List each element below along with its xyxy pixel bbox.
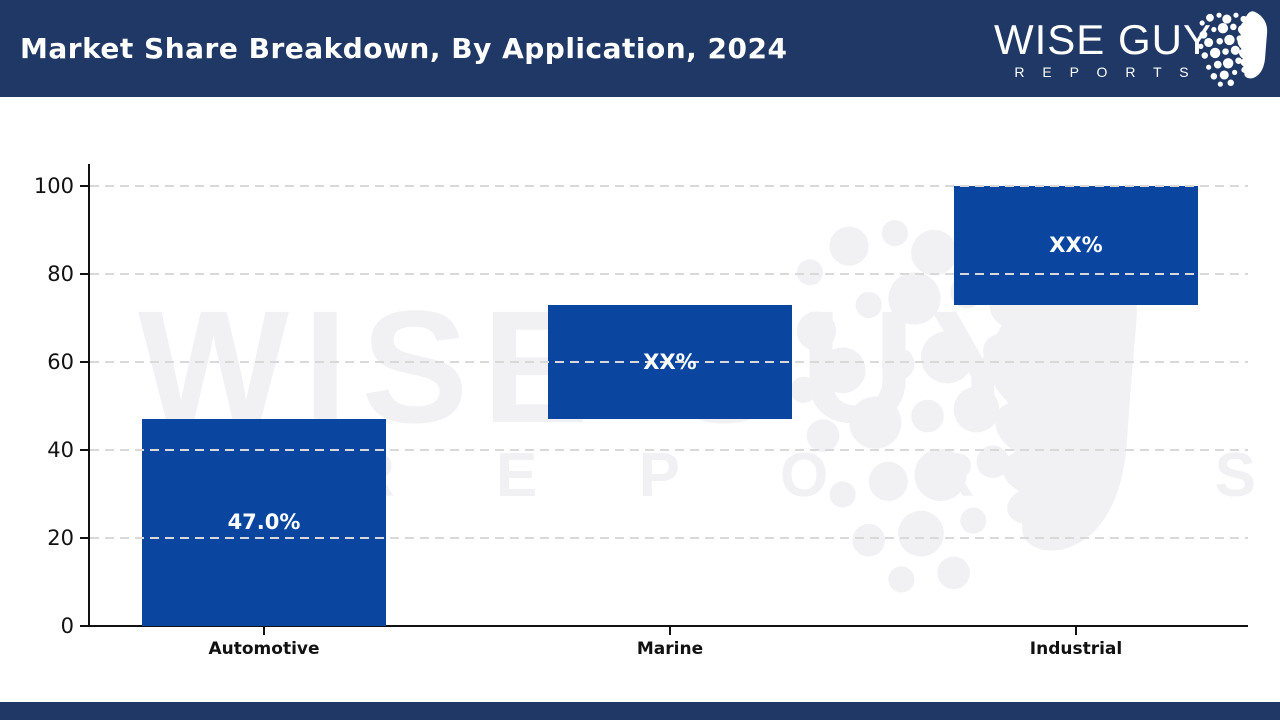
logo-wordmark: WISE GUY (993, 15, 1212, 63)
x-axis-tick (1075, 627, 1077, 635)
y-axis-tick-label: 20 (47, 526, 74, 550)
x-axis-tick (263, 627, 265, 635)
y-axis-tick-label: 80 (47, 262, 74, 286)
y-axis-tick-label: 60 (47, 350, 74, 374)
y-axis-tick-label: 100 (33, 174, 74, 198)
chart-title: Market Share Breakdown, By Application, … (20, 32, 788, 65)
header-bar: Market Share Breakdown, By Application, … (0, 0, 1280, 97)
bar-automotive (142, 419, 386, 626)
bar-label-industrial: XX% (1049, 233, 1103, 257)
gridline-y-60 (90, 361, 1248, 363)
brand-logo: WISE GUY R E P O R T S (994, 6, 1270, 92)
y-axis-tick (80, 185, 88, 187)
x-axis-tick (669, 627, 671, 635)
x-axis-line (88, 625, 1248, 627)
y-axis-tick (80, 361, 88, 363)
bar-industrial (954, 186, 1198, 305)
gridline-y-20 (90, 537, 1248, 539)
x-axis-label-automotive: Automotive (208, 639, 320, 659)
gridline-y-100 (90, 185, 1248, 187)
x-axis-label-marine: Marine (636, 639, 704, 659)
bar-label-marine: XX% (643, 349, 697, 374)
footer-bar (0, 702, 1280, 720)
y-axis-tick (80, 537, 88, 539)
y-axis-tick (80, 273, 88, 275)
y-axis-line (88, 164, 90, 627)
gridline-y-40 (90, 449, 1248, 451)
y-axis-tick-label: 40 (47, 438, 74, 462)
y-axis-tick-label: 0 (60, 614, 74, 638)
gridline-y-80 (90, 273, 1248, 275)
x-axis-label-industrial: Industrial (1029, 639, 1123, 659)
y-axis-tick (80, 625, 88, 627)
bar-label-automotive: 47.0% (227, 510, 301, 535)
logo-tagline: R E P O R T S (1014, 63, 1196, 80)
y-axis-tick (80, 449, 88, 451)
